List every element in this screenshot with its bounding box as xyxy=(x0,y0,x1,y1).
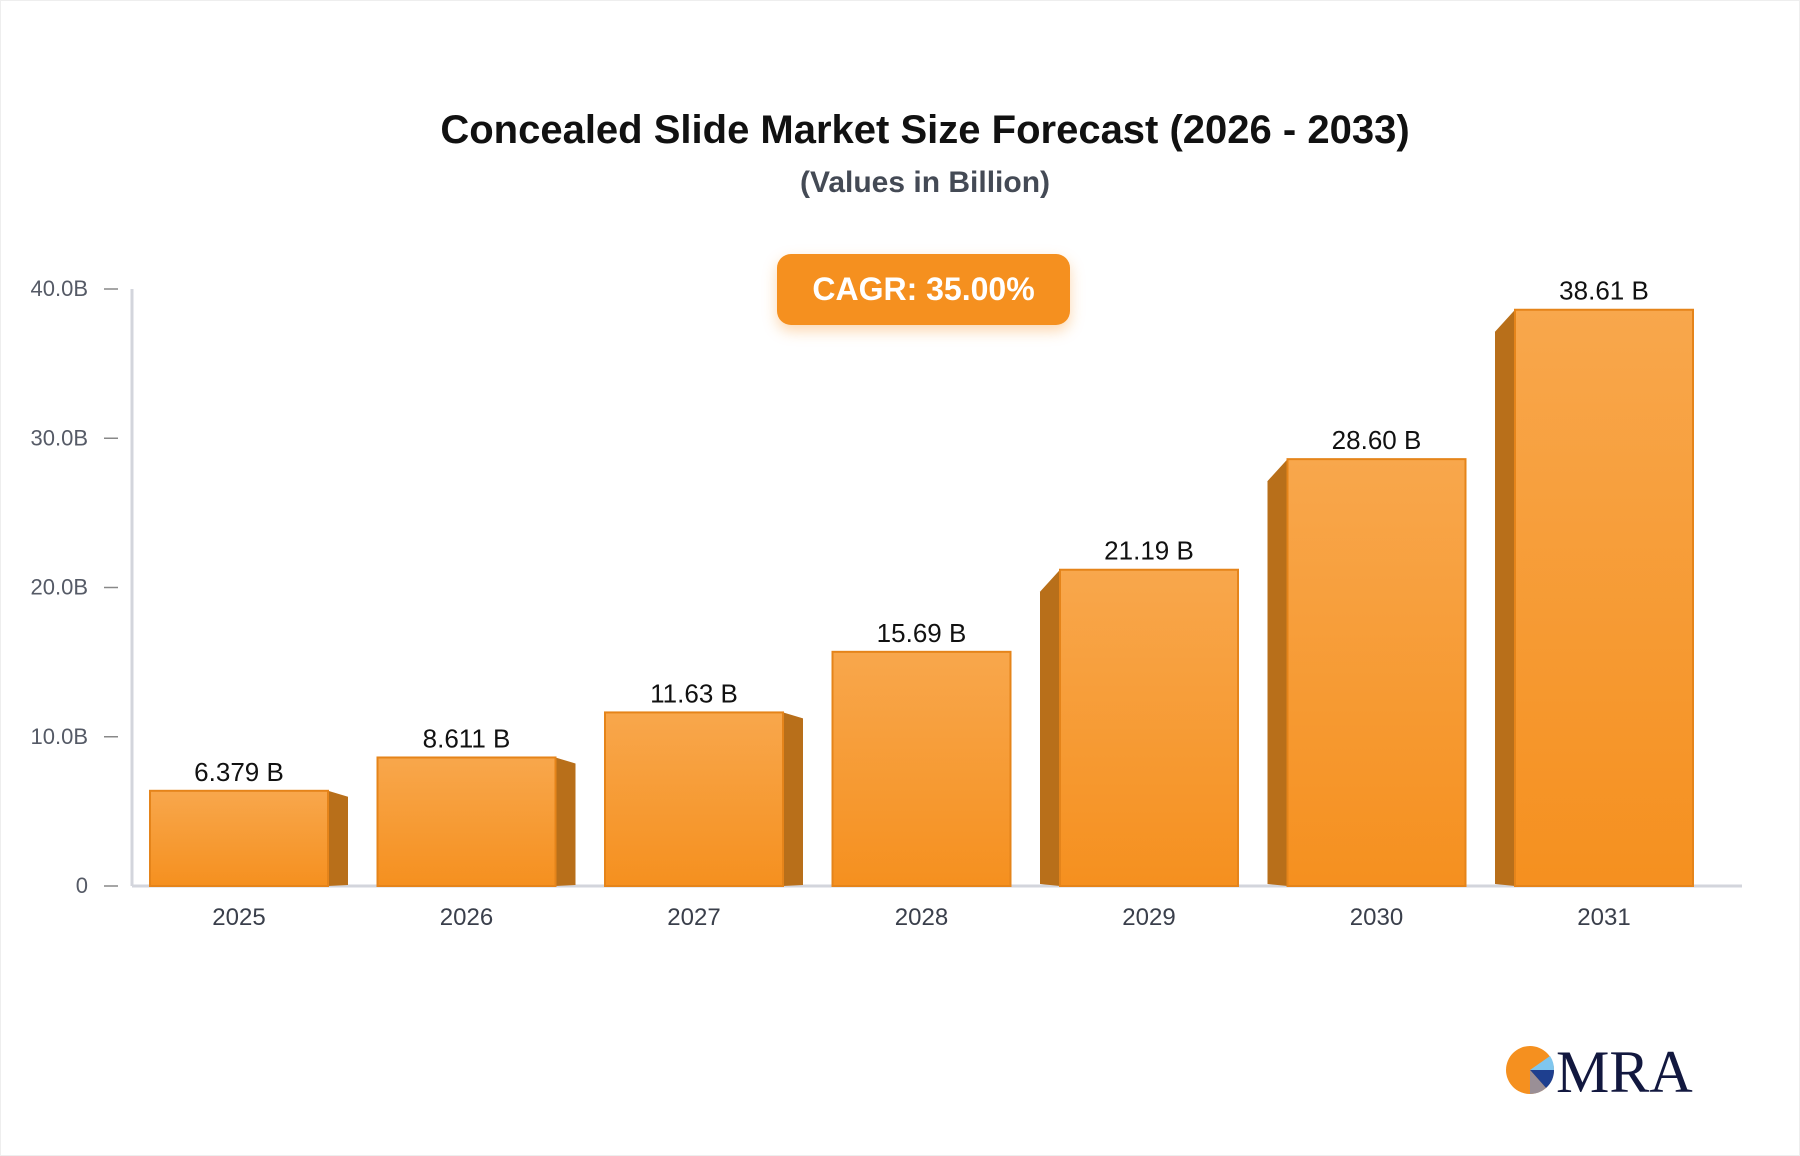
bar xyxy=(604,711,784,887)
bar xyxy=(149,789,329,887)
x-tick-label: 2031 xyxy=(1577,904,1630,931)
x-tick-label: 2030 xyxy=(1350,904,1403,931)
x-tick-label: 2028 xyxy=(895,904,948,931)
x-tick-label: 2027 xyxy=(667,904,720,931)
y-tick-label: 0 xyxy=(76,873,88,898)
bar-side xyxy=(328,790,348,886)
data-label: 21.19 B xyxy=(1104,536,1194,566)
mra-logo: MRA xyxy=(1506,1040,1696,1100)
bar-side xyxy=(783,712,803,886)
y-tick-label: 10.0B xyxy=(31,724,89,749)
x-tick-label: 2025 xyxy=(212,904,265,931)
data-label: 11.63 B xyxy=(650,678,738,708)
data-label: 15.69 B xyxy=(877,618,967,648)
bar-side xyxy=(1040,569,1060,886)
cagr-badge: CAGR: 35.00% xyxy=(777,254,1070,325)
logo-text: MRA xyxy=(1556,1040,1693,1100)
y-tick-label: 20.0B xyxy=(31,575,89,600)
y-tick-label: 40.0B xyxy=(31,276,89,301)
bar xyxy=(1514,308,1694,888)
x-tick-label: 2029 xyxy=(1122,904,1175,931)
y-tick-label: 30.0B xyxy=(31,425,89,450)
data-label: 38.61 B xyxy=(1559,276,1649,306)
bar xyxy=(376,756,557,888)
data-label: 6.379 B xyxy=(194,757,284,787)
bar xyxy=(831,650,1012,887)
data-label: 8.611 B xyxy=(423,723,511,753)
bar-side xyxy=(555,757,576,886)
bar-side xyxy=(1267,459,1288,886)
x-tick-label: 2026 xyxy=(440,904,493,931)
chart-title: Concealed Slide Market Size Forecast (20… xyxy=(440,108,1410,152)
bar xyxy=(1286,458,1467,887)
bar-side xyxy=(1495,309,1515,887)
bar xyxy=(1059,568,1239,887)
chart-subtitle: (Values in Billion) xyxy=(799,166,1051,199)
data-label: 28.60 B xyxy=(1332,425,1422,455)
